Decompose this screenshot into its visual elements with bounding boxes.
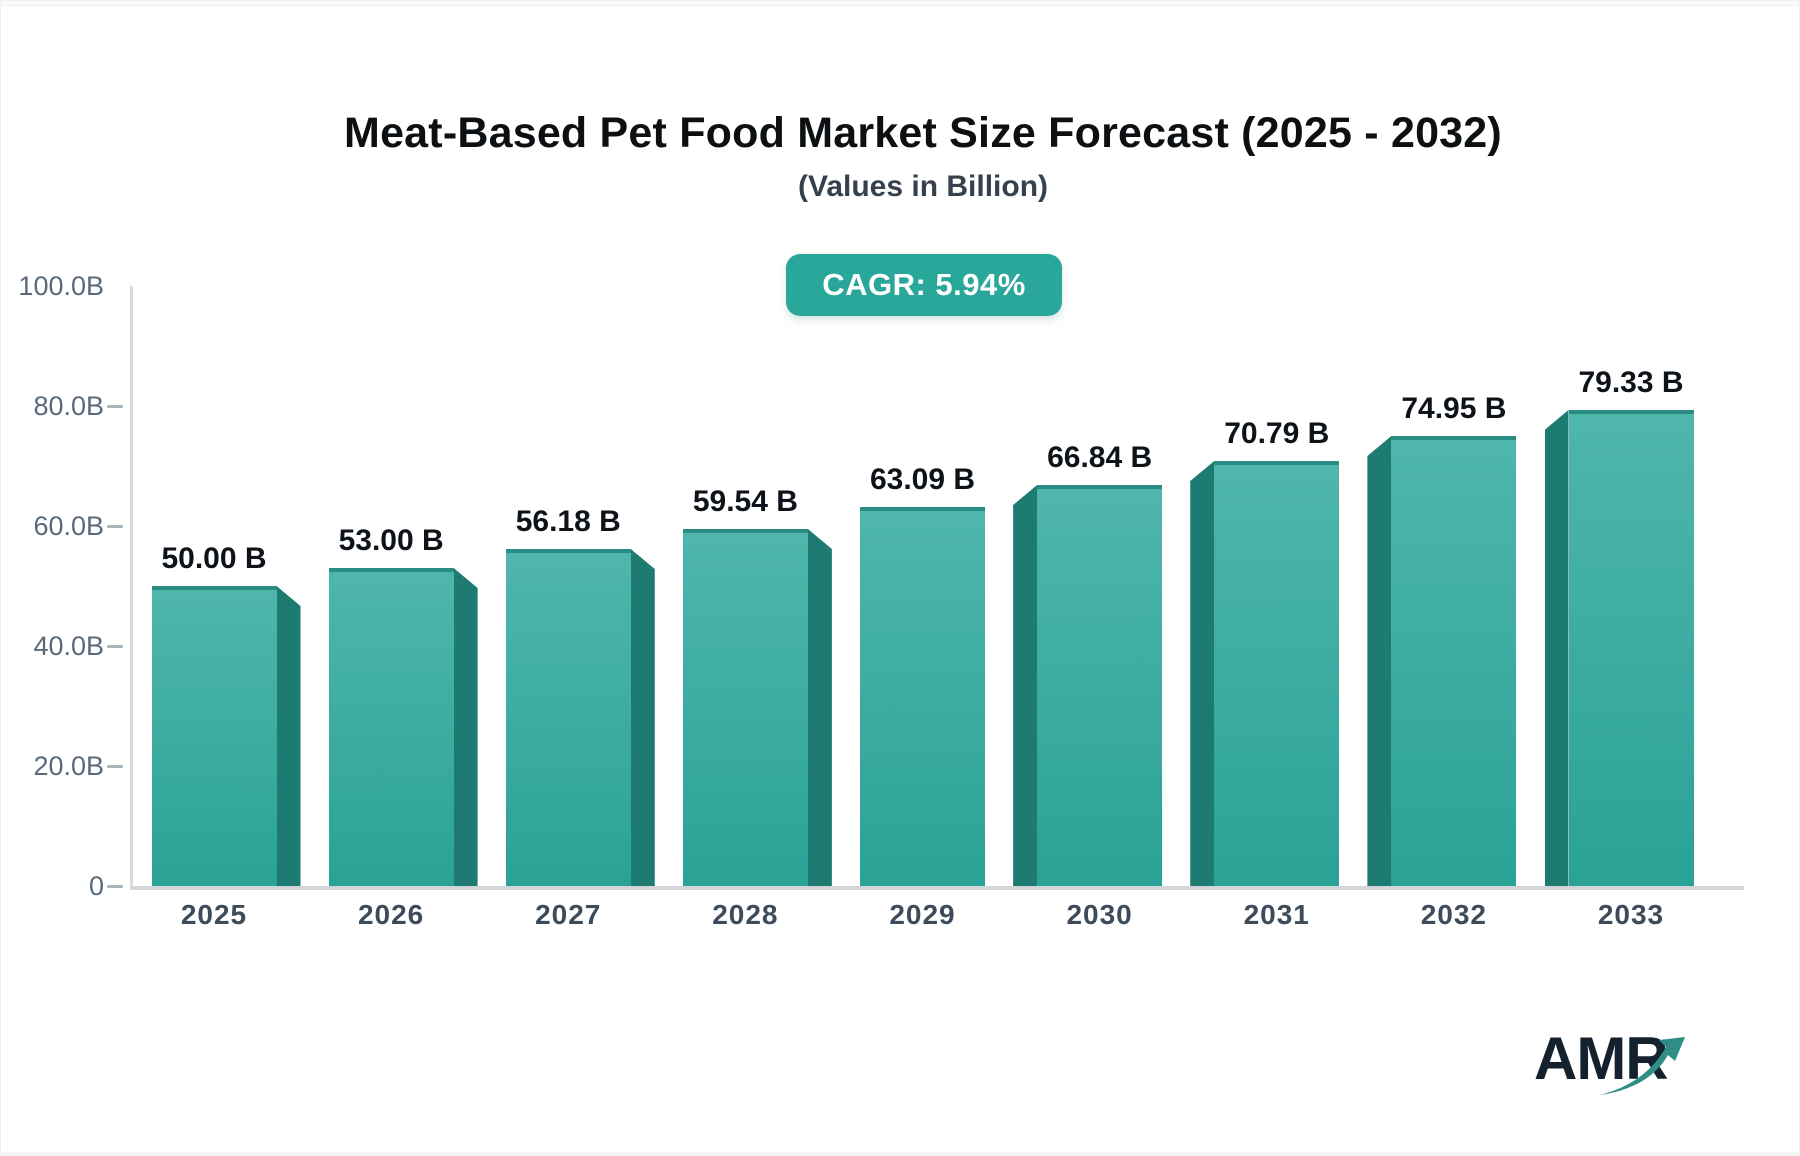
bar-3d-side-2032 <box>1367 436 1392 886</box>
y-axis-tick-mark <box>107 645 123 648</box>
y-axis-line <box>130 286 133 890</box>
y-axis-tick-mark <box>107 765 123 768</box>
chart-title: Meat-Based Pet Food Market Size Forecast… <box>344 109 1502 157</box>
bar-3d-side-2025 <box>276 586 301 886</box>
x-axis-line <box>130 886 1744 890</box>
y-axis-tick-label: 0 <box>88 871 104 901</box>
x-axis-label-2031: 2031 <box>1243 899 1310 930</box>
y-axis-tick-mark <box>107 525 123 528</box>
chart-subtitle: (Values in Billion) <box>797 170 1049 203</box>
bar-3d-side-2026 <box>453 568 478 886</box>
bar-value-label: 74.95 B <box>1401 392 1507 425</box>
bar-2026 <box>328 568 454 886</box>
bar-value-label: 70.79 B <box>1224 417 1330 450</box>
growth-arrow-icon <box>1600 1037 1685 1095</box>
x-axis-label-2028: 2028 <box>712 899 779 930</box>
x-axis-label-2026: 2026 <box>357 899 425 930</box>
bar-2028 <box>682 529 808 886</box>
bar-value-label: 59.54 B <box>692 485 798 518</box>
bar-value-label: 53.00 B <box>338 524 444 557</box>
x-axis-label-2030: 2030 <box>1066 899 1133 930</box>
y-axis-tick-label: 40.0B <box>33 631 104 661</box>
bar-3d-side-2027 <box>630 549 655 886</box>
y-axis-tick-label: 20.0B <box>33 751 104 781</box>
bar-3d-side-2028 <box>807 529 832 886</box>
x-axis-label-2032: 2032 <box>1420 899 1488 930</box>
bar-value-label: 56.18 B <box>515 505 621 538</box>
page-bottom-border <box>1 1152 1799 1155</box>
y-axis-tick-label: 80.0B <box>33 391 104 421</box>
bar-2025 <box>151 586 277 886</box>
bar-2032 <box>1391 436 1517 886</box>
bar-3d-side-2033 <box>1544 410 1569 886</box>
y-axis-tick-mark <box>107 885 123 888</box>
bar-value-label: 50.00 B <box>161 542 267 575</box>
bar-value-label: 66.84 B <box>1047 441 1153 474</box>
x-axis-label-2027: 2027 <box>535 899 602 930</box>
bar-2031 <box>1214 461 1340 886</box>
bar-2027 <box>505 549 631 886</box>
y-axis-tick-label: 60.0B <box>33 511 104 541</box>
x-axis-label-2025: 2025 <box>180 899 248 930</box>
y-axis-tick-mark <box>107 405 123 408</box>
bar-2033 <box>1568 410 1694 886</box>
page-top-border <box>1 1 1799 6</box>
amr-logo-text: AMR <box>1534 1025 1669 1092</box>
bar-value-label: 79.33 B <box>1578 366 1684 399</box>
bar-2030 <box>1037 485 1163 886</box>
bar-3d-side-2030 <box>1013 485 1038 886</box>
bar-3d-side-2031 <box>1190 461 1215 886</box>
cagr-badge: CAGR: 5.94% <box>786 254 1062 316</box>
bar-value-label: 63.09 B <box>869 463 976 496</box>
y-axis-tick-label: 100.0B <box>18 271 104 301</box>
x-axis-label-2029: 2029 <box>889 899 956 930</box>
x-axis-label-2033: 2033 <box>1597 899 1665 930</box>
bar-2029 <box>860 507 985 886</box>
amr-logo: AMR <box>1534 1029 1704 1109</box>
